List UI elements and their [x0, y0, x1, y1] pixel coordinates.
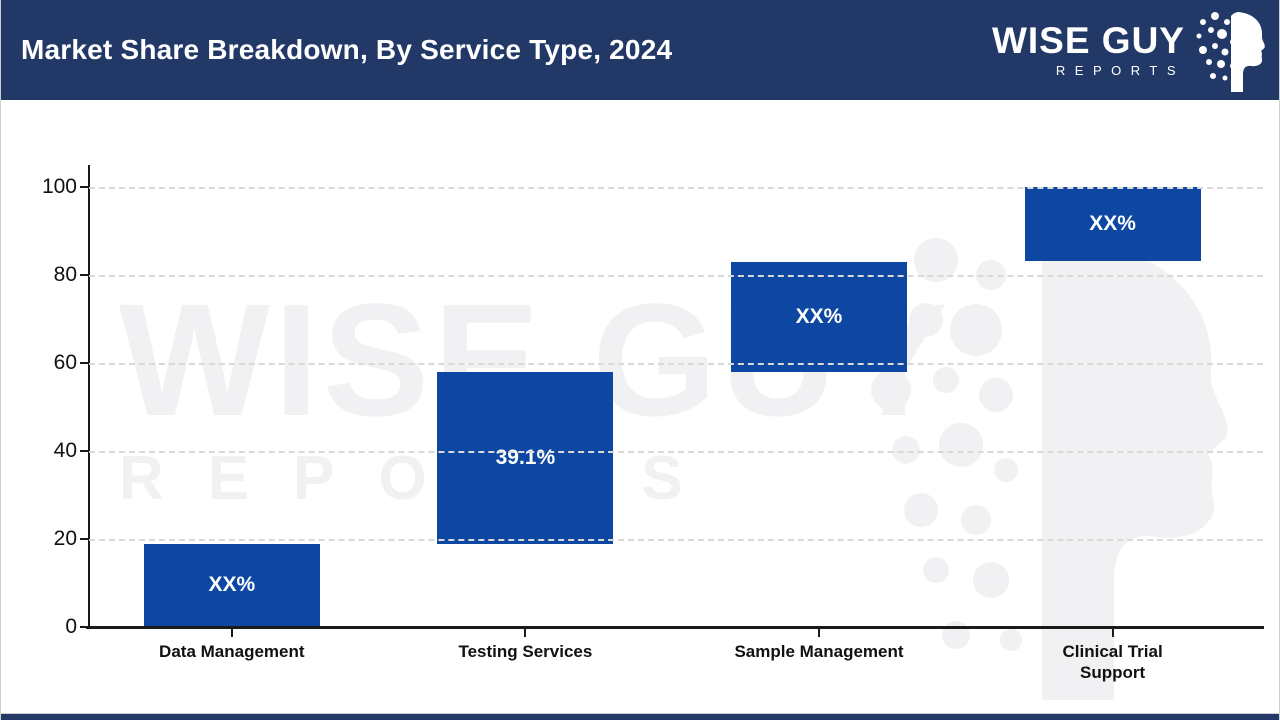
logo-wordmark: WISE GUY: [991, 20, 1185, 61]
page-title: Market Share Breakdown, By Service Type,…: [21, 34, 673, 65]
y-tick-mark: [80, 186, 88, 188]
y-tick-label: 40: [53, 439, 77, 462]
y-tick-mark: [80, 274, 88, 276]
watermark-face-icon: [864, 238, 1228, 700]
bar-value-label: XX%: [1089, 211, 1136, 235]
bar-value-label: XX%: [795, 304, 843, 328]
bar-value-label: XX%: [208, 573, 256, 597]
bar-testing-services: 39.1%: [437, 371, 614, 544]
gridline: [89, 539, 1263, 541]
x-tick-mark: [818, 629, 820, 637]
wiseguy-logo: WISE GUY REPORTS: [992, 8, 1267, 92]
bar-clinical-trial-support: XX%: [1024, 187, 1201, 261]
bar-sample-management: XX%: [731, 261, 907, 372]
gridline: [89, 451, 1263, 453]
y-axis-line: [88, 165, 90, 628]
x-tick-mark: [1111, 629, 1114, 637]
y-tick-mark: [80, 450, 88, 452]
x-axis-line: [86, 626, 1264, 629]
gridline: [89, 187, 1263, 189]
x-tick-mark: [230, 629, 233, 637]
x-tick-label: Testing Services: [458, 642, 593, 661]
card-border: [1, 713, 1279, 714]
bar-value-label: 39.1%: [495, 445, 556, 469]
y-tick-mark: [80, 538, 88, 540]
y-tick-mark: [80, 626, 88, 628]
y-tick-label: 0: [65, 615, 77, 638]
header: Market Share Breakdown, By Service Type,…: [1, 0, 1279, 100]
x-tick-mark: [524, 629, 527, 637]
y-tick-label: 60: [53, 351, 77, 374]
y-tick-label: 100: [41, 175, 77, 198]
logo-subtext: REPORTS: [1055, 63, 1185, 78]
x-tick-label: Clinical Trial Support: [1062, 642, 1163, 683]
wiseguy-face-icon: [1196, 12, 1265, 92]
x-tick-label: Sample Management: [734, 642, 904, 661]
x-tick-label: Data Management: [159, 642, 305, 661]
y-tick-mark: [80, 362, 88, 364]
y-tick-label: 80: [53, 263, 77, 286]
gridline: [89, 363, 1263, 365]
plot-area: WISE GUY REPORTS 0 20 40 60 80 100 XX% 39.1% XX…: [1, 100, 1279, 714]
bar-data-management: XX%: [143, 543, 320, 627]
footer-bar: [1, 714, 1279, 720]
y-tick-label: 20: [53, 527, 77, 550]
gridline: [89, 275, 1263, 277]
